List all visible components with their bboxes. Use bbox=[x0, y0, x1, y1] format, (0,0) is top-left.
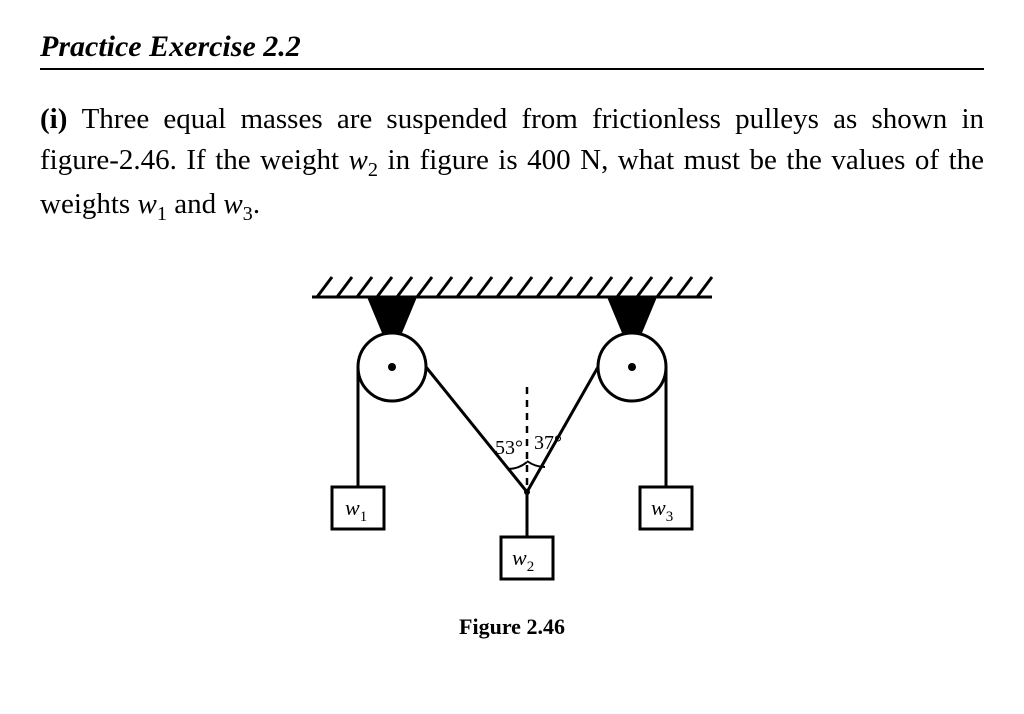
angle-right-label: 37° bbox=[534, 432, 562, 454]
exercise-heading: Practice Exercise 2.2 bbox=[40, 30, 301, 63]
text-3: and bbox=[167, 188, 223, 220]
item-number: (i) bbox=[40, 103, 67, 135]
problem-text: (i) Three equal masses are suspended fro… bbox=[40, 99, 984, 228]
heading-rule: Practice Exercise 2.2 bbox=[40, 30, 984, 70]
page: Practice Exercise 2.2 (i) Three equal ma… bbox=[0, 0, 1024, 660]
var-w3: w3 bbox=[223, 188, 252, 220]
pulley-diagram: 53° 37° w1 w2 w3 bbox=[252, 257, 772, 607]
w3-sub: 3 bbox=[243, 203, 253, 225]
var-w1: w1 bbox=[137, 188, 166, 220]
var-w2: w2 bbox=[349, 144, 378, 176]
figure-caption: Figure 2.46 bbox=[40, 614, 984, 640]
w1-letter: w bbox=[137, 188, 156, 220]
w1-sub: 1 bbox=[157, 203, 167, 225]
w2-sub: 2 bbox=[368, 158, 378, 180]
angle-left-label: 53° bbox=[495, 437, 523, 459]
text-4: . bbox=[253, 188, 260, 220]
w2-letter: w bbox=[349, 144, 368, 176]
w3-letter: w bbox=[223, 188, 242, 220]
figure-wrap: 53° 37° w1 w2 w3 Figure 2.46 bbox=[40, 257, 984, 640]
